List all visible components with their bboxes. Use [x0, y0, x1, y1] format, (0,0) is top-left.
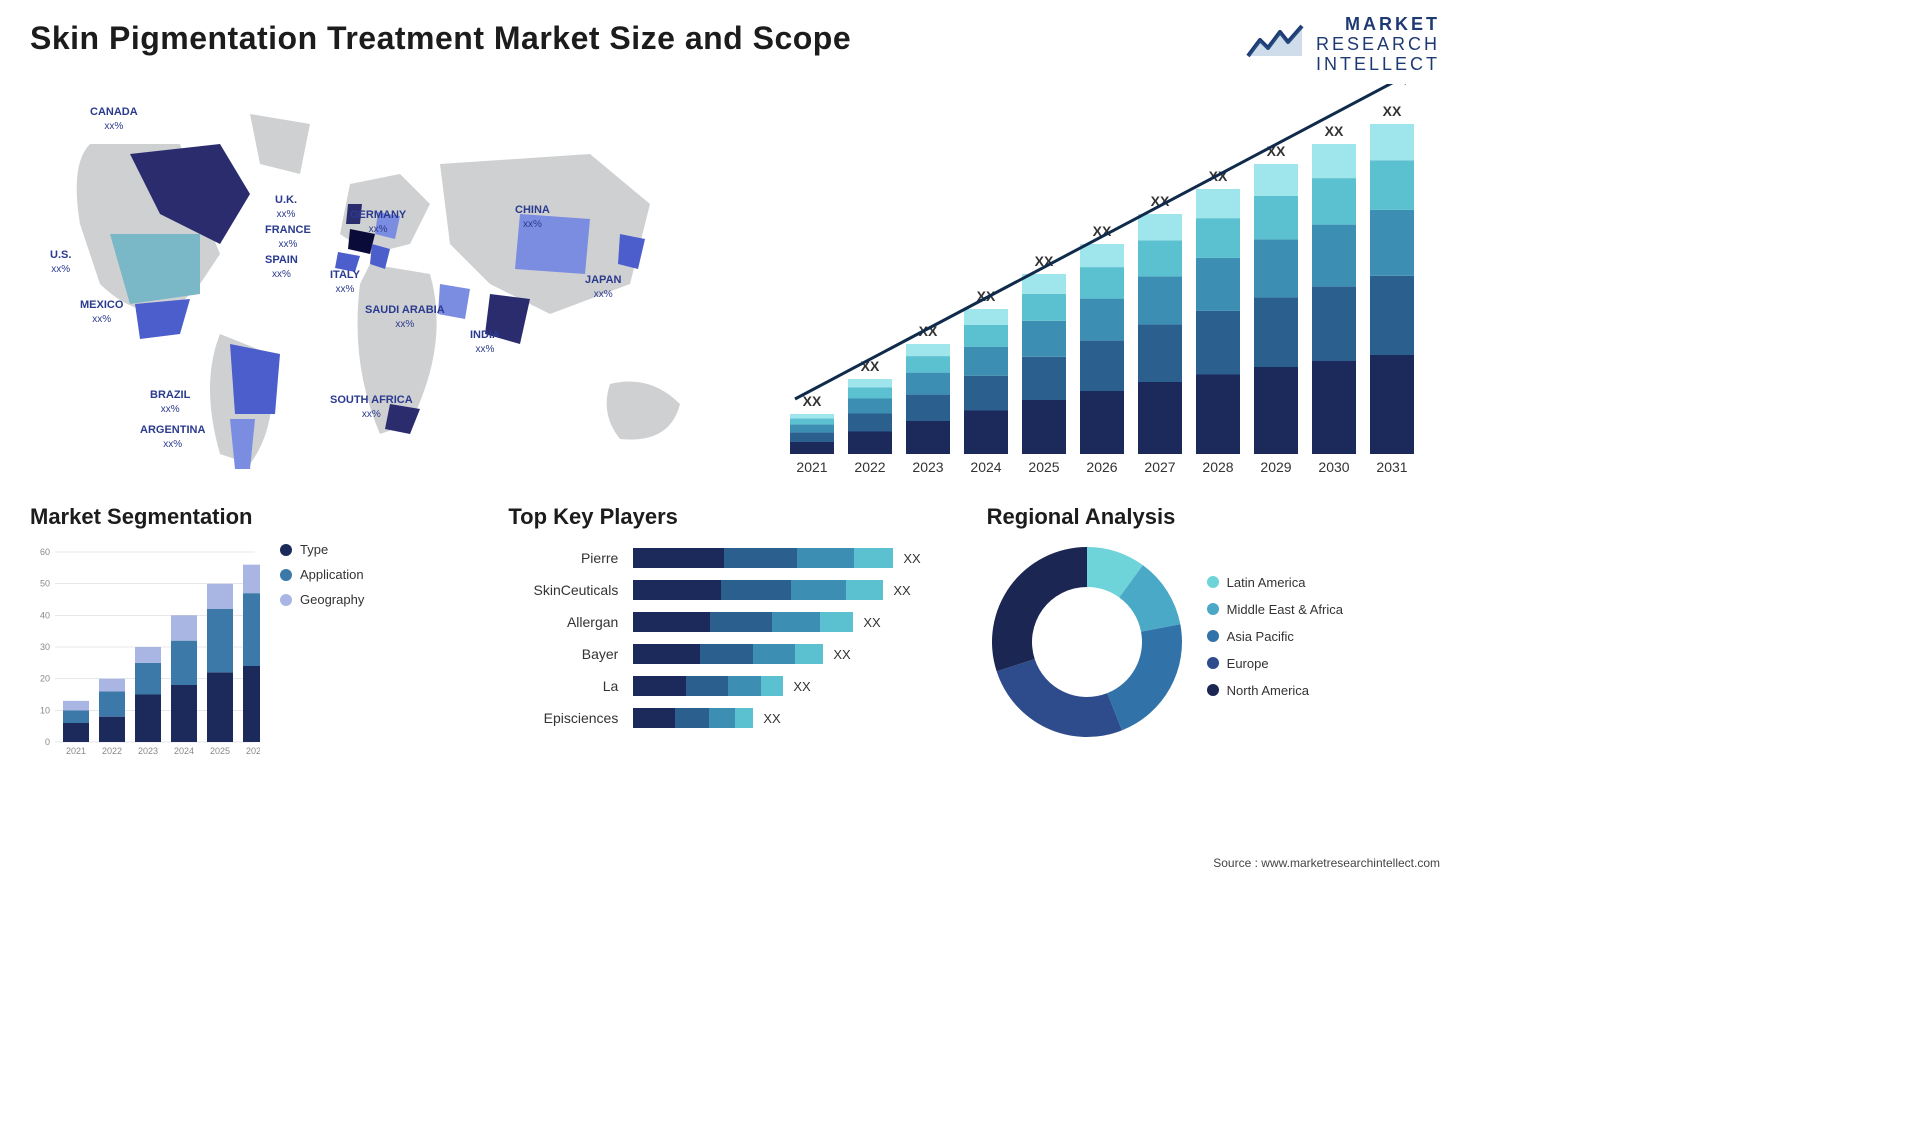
source-attribution: Source : www.marketresearchintellect.com: [1213, 856, 1440, 870]
svg-text:XX: XX: [1383, 103, 1402, 119]
player-value: XX: [833, 647, 850, 662]
brand-logo: MARKET RESEARCH INTELLECT: [1246, 15, 1440, 74]
player-bar-row: XX: [633, 606, 961, 638]
svg-text:2024: 2024: [970, 459, 1001, 475]
svg-text:2025: 2025: [210, 746, 230, 756]
map-label: CHINAxx%: [515, 204, 550, 230]
legend-item: Latin America: [1207, 575, 1343, 590]
map-label: SOUTH AFRICAxx%: [330, 394, 413, 420]
legend-item: Asia Pacific: [1207, 629, 1343, 644]
svg-text:2030: 2030: [1318, 459, 1349, 475]
map-label: CANADAxx%: [90, 106, 138, 132]
legend-item: Geography: [280, 592, 364, 607]
map-label: SAUDI ARABIAxx%: [365, 304, 445, 330]
player-label: Episciences: [508, 702, 618, 734]
player-value: XX: [793, 679, 810, 694]
legend-item: Middle East & Africa: [1207, 602, 1343, 617]
svg-text:40: 40: [40, 611, 50, 621]
svg-text:2027: 2027: [1144, 459, 1175, 475]
map-label: INDIAxx%: [470, 329, 500, 355]
regional-title: Regional Analysis: [987, 504, 1440, 530]
legend-item: Application: [280, 567, 364, 582]
world-map-panel: CANADAxx% U.S.xx% MEXICOxx% BRAZILxx% ARGENT…: [30, 84, 750, 484]
svg-text:2022: 2022: [854, 459, 885, 475]
legend-item: Europe: [1207, 656, 1343, 671]
logo-mark-icon: [1246, 22, 1306, 67]
players-hbar-chart: XX XX XX XX XX XX: [633, 542, 961, 734]
svg-text:2026: 2026: [1086, 459, 1117, 475]
svg-text:2029: 2029: [1260, 459, 1291, 475]
players-panel: Top Key Players PierreSkinCeuticalsAller…: [508, 504, 961, 784]
segmentation-panel: Market Segmentation 0 10 20 30 40 50 60 2021 202…: [30, 504, 483, 784]
map-label: BRAZILxx%: [150, 389, 190, 415]
svg-text:30: 30: [40, 642, 50, 652]
svg-text:XX: XX: [803, 393, 822, 409]
svg-text:2023: 2023: [138, 746, 158, 756]
world-map-icon: [30, 84, 750, 484]
player-bar-row: XX: [633, 702, 961, 734]
segmentation-legend: Type Application Geography: [280, 542, 364, 762]
map-label: JAPANxx%: [585, 274, 621, 300]
player-label: Allergan: [508, 606, 618, 638]
svg-text:60: 60: [40, 547, 50, 557]
svg-text:0: 0: [45, 737, 50, 747]
player-label: Bayer: [508, 638, 618, 670]
player-bar-row: XX: [633, 542, 961, 574]
player-label: La: [508, 670, 618, 702]
player-label: SkinCeuticals: [508, 574, 618, 606]
map-label: U.K.xx%: [275, 194, 297, 220]
svg-text:2022: 2022: [102, 746, 122, 756]
svg-text:2031: 2031: [1376, 459, 1407, 475]
segmentation-title: Market Segmentation: [30, 504, 483, 530]
segmentation-bar-chart: 0 10 20 30 40 50 60 2021 2022 2023 2024 2025 2026: [30, 542, 260, 762]
svg-text:2026: 2026: [246, 746, 260, 756]
svg-text:2024: 2024: [174, 746, 194, 756]
svg-text:2025: 2025: [1028, 459, 1059, 475]
page-title: Skin Pigmentation Treatment Market Size …: [30, 20, 851, 57]
svg-text:2021: 2021: [796, 459, 827, 475]
regional-legend: Latin America Middle East & Africa Asia Pa…: [1207, 575, 1343, 710]
player-bar-row: XX: [633, 638, 961, 670]
map-label: GERMANYxx%: [350, 209, 406, 235]
player-value: XX: [763, 711, 780, 726]
growth-chart-panel: XXXXXXXXXXXXXXXXXXXXXX 20212022202320242…: [780, 84, 1440, 484]
players-title: Top Key Players: [508, 504, 961, 530]
player-bar-row: XX: [633, 574, 961, 606]
player-value: XX: [863, 615, 880, 630]
map-label: ITALYxx%: [330, 269, 360, 295]
svg-text:2028: 2028: [1202, 459, 1233, 475]
svg-text:2021: 2021: [66, 746, 86, 756]
players-axis-labels: PierreSkinCeuticalsAllerganBayerLaEpisci…: [508, 542, 618, 734]
map-label: U.S.xx%: [50, 249, 71, 275]
svg-text:10: 10: [40, 706, 50, 716]
player-bar-row: XX: [633, 670, 961, 702]
regional-panel: Regional Analysis Latin America Middle Ea…: [987, 504, 1440, 784]
logo-text: MARKET RESEARCH INTELLECT: [1316, 15, 1440, 74]
player-label: Pierre: [508, 542, 618, 574]
player-value: XX: [893, 583, 910, 598]
map-label: SPAINxx%: [265, 254, 298, 280]
map-label: ARGENTINAxx%: [140, 424, 205, 450]
svg-text:50: 50: [40, 579, 50, 589]
map-label: FRANCExx%: [265, 224, 311, 250]
legend-item: North America: [1207, 683, 1343, 698]
player-value: XX: [903, 551, 920, 566]
svg-text:2023: 2023: [912, 459, 943, 475]
regional-donut-chart: [987, 542, 1187, 742]
svg-text:20: 20: [40, 674, 50, 684]
svg-text:XX: XX: [1325, 123, 1344, 139]
growth-bar-chart: XXXXXXXXXXXXXXXXXXXXXX 20212022202320242…: [780, 84, 1440, 484]
map-label: MEXICOxx%: [80, 299, 123, 325]
legend-item: Type: [280, 542, 364, 557]
